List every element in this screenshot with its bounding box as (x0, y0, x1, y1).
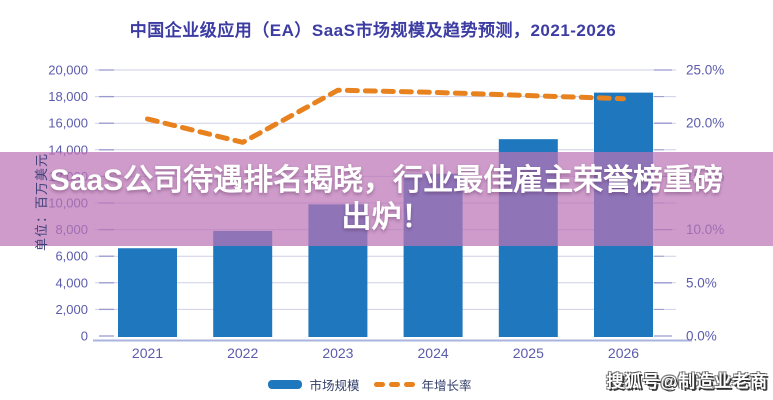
headline-line1: SaaS公司待遇排名揭晓，行业最佳雇主荣誉榜重磅 (49, 164, 724, 197)
left-axis-label: 0 (81, 329, 88, 344)
left-axis-label: 16,000 (48, 116, 88, 131)
market-size-swatch-icon (268, 379, 303, 389)
chart-legend: 市场规模 年增长率 (0, 374, 740, 394)
bar-2021 (118, 248, 177, 337)
growth-rate-line (145, 87, 626, 145)
left-axis-label: 20,000 (48, 63, 88, 78)
x-axis-label-2024: 2024 (418, 345, 449, 361)
x-axis-label-2021: 2021 (132, 345, 163, 361)
right-axis-label: 5.0% (686, 275, 717, 290)
watermark: 搜狐号@制造业老商 (606, 372, 768, 391)
left-axis-label: 2,000 (55, 302, 88, 317)
headline-overlay-band: SaaS公司待遇排名揭晓，行业最佳雇主荣誉榜重磅 出炉！ (0, 152, 773, 246)
x-axis-label-2026: 2026 (608, 345, 639, 361)
legend-market-size-label: 市场规模 (309, 378, 360, 393)
growth-rate-dash-icon (373, 381, 415, 387)
left-axis-label: 6,000 (55, 249, 88, 264)
x-axis-label-2022: 2022 (227, 345, 258, 361)
legend-item-growth-rate: 年增长率 (373, 375, 472, 394)
left-axis-label: 4,000 (55, 275, 88, 290)
left-axis-unit-label: 单位：百万美元 (34, 153, 49, 252)
bar-2022 (213, 230, 273, 337)
legend-item-market-size: 市场规模 (268, 375, 360, 394)
right-axis-label: 20.0% (686, 116, 724, 131)
left-axis-label: 18,000 (48, 89, 88, 104)
right-axis-label: 25.0% (686, 63, 724, 78)
legend-growth-rate-label: 年增长率 (421, 378, 472, 393)
headline-line2: 出炉！ (341, 201, 432, 234)
x-axis-label-2023: 2023 (322, 345, 353, 361)
x-axis-label-2025: 2025 (513, 345, 544, 361)
chart-title: 中国企业级应用（EA）SaaS市场规模及趋势预测，2021-2026 (129, 21, 617, 40)
right-axis-label: 0.0% (686, 329, 717, 344)
